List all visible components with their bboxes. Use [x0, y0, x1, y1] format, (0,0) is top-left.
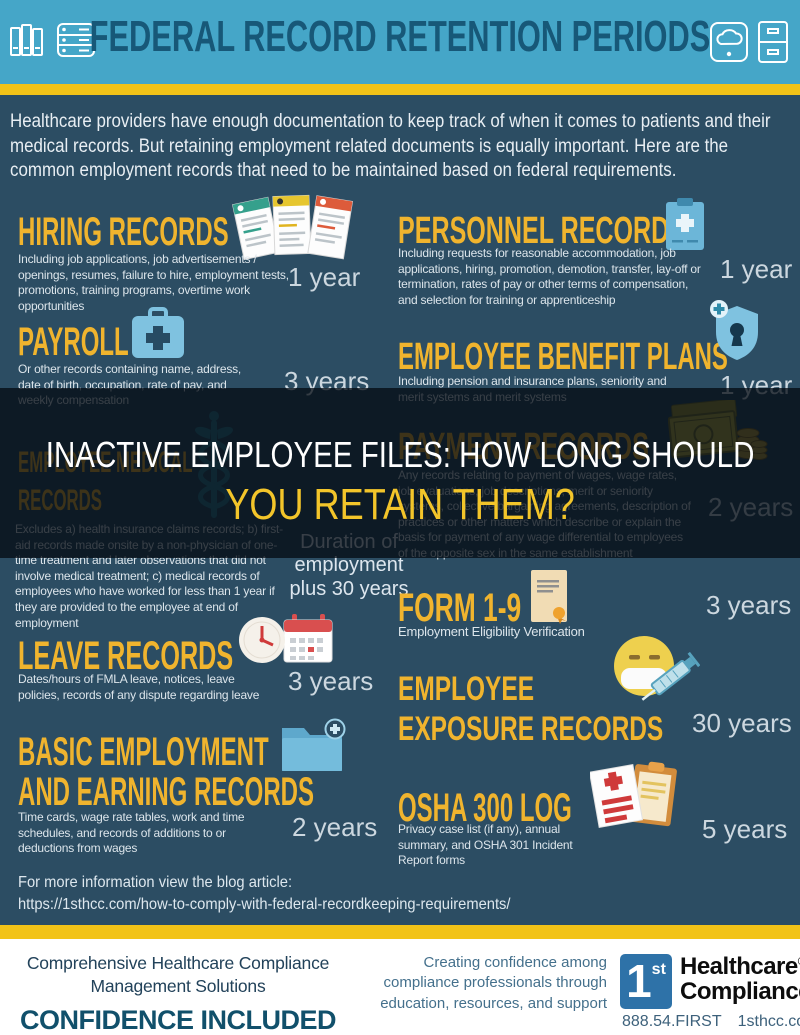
hiring-records-period: 1 year — [288, 262, 361, 292]
brand-name: Healthcare® Compliance — [680, 954, 800, 1004]
books-icon — [10, 24, 43, 56]
incident-report-icon — [590, 761, 677, 828]
file-cabinet-icon — [758, 21, 788, 63]
blog-note-intro: For more information view the blog artic… — [18, 874, 293, 891]
clock-calendar-icon — [239, 614, 333, 663]
footer-solutions-line2: Management Solutions — [90, 975, 266, 996]
benefit-plans-title: EMPLOYEE BENEFIT PLANS — [398, 336, 728, 378]
personnel-records-title: PERSONNEL RECORDS — [398, 210, 687, 252]
medical-bag-icon — [132, 307, 184, 358]
logo-ordinal: st — [651, 961, 666, 978]
phone-number: 888.54.FIRST — [622, 1013, 722, 1030]
blog-note: For more information view the blog artic… — [18, 872, 662, 917]
server-icon — [57, 23, 95, 57]
hiring-records-title: HIRING RECORDS — [18, 210, 229, 254]
footer-contact: 888.54.FIRST 1sthcc.com — [622, 1013, 800, 1031]
banner-line1: INACTIVE EMPLOYEE FILES: HOW LONG SHOULD — [45, 434, 755, 475]
leave-records-title: LEAVE RECORDS — [18, 634, 234, 678]
form-19-description: Employment Eligibility Verification — [398, 624, 585, 639]
clipboard-cross-icon — [666, 198, 704, 250]
personnel-records-period: 1 year — [720, 254, 793, 284]
form-19-title: FORM 1-9 — [398, 586, 522, 630]
form-19-period: 3 years — [706, 590, 792, 620]
intro-paragraph: Healthcare providers have enough documen… — [10, 111, 771, 182]
logo-number: 1 — [626, 955, 652, 1007]
exposure-records-period: 30 years — [692, 708, 792, 738]
personnel-records-description: Including requests for reasonable accomm… — [398, 246, 701, 307]
bottom-divider-stripe — [0, 925, 800, 939]
title-banner-overlay: INACTIVE EMPLOYEE FILES: HOW LONG SHOULD… — [0, 388, 800, 558]
exposure-records-title-line1: EMPLOYEE — [398, 670, 535, 708]
footer-left-block: Comprehensive Healthcare Compliance Mana… — [10, 952, 346, 1035]
footer-solutions-line1: Comprehensive Healthcare Compliance — [26, 953, 330, 973]
osha-log-description: Privacy case list (if any), annual summa… — [398, 822, 573, 868]
shield-keyhole-icon — [710, 300, 758, 360]
page-title: FEDERAL RECORD RETENTION PERIODS — [89, 12, 711, 61]
basic-employment-period: 2 years — [292, 812, 378, 842]
footer-tagline: CONFIDENCE INCLUDED — [19, 1004, 337, 1035]
header: FEDERAL RECORD RETENTION PERIODS — [0, 0, 800, 84]
blog-url: https://1sthcc.com/how-to-comply-with-fe… — [18, 896, 511, 914]
basic-employment-title-line2: AND EARNING RECORDS — [18, 770, 315, 814]
exposure-records-title-line2: EXPOSURE RECORDS — [398, 710, 664, 748]
brand-line2: Compliance — [680, 978, 800, 1006]
banner-line2: YOU RETAIN THEM? — [225, 480, 575, 529]
footer-mission: Creating confidence among compliance pro… — [380, 954, 607, 1012]
footer: Comprehensive Healthcare Compliance Mana… — [0, 939, 800, 1035]
header-left-icons — [8, 20, 97, 60]
basic-employment-description: Time cards, wage rate tables, work and t… — [18, 810, 245, 856]
basic-employment-title-line1: BASIC EMPLOYMENT — [18, 730, 269, 774]
mask-syringe-icon — [614, 636, 700, 701]
top-divider-stripe — [0, 84, 800, 95]
osha-log-period: 5 years — [702, 814, 788, 844]
folder-plus-icon — [282, 718, 346, 771]
resume-documents-icon — [232, 194, 354, 261]
osha-log-title: OSHA 300 LOG — [398, 786, 572, 830]
leave-records-period: 3 years — [288, 666, 374, 696]
website: 1sthcc.com — [737, 1013, 800, 1030]
certificate-icon — [531, 570, 567, 624]
hiring-records-description: Including job applications, job advertis… — [18, 252, 289, 313]
cloud-storage-icon — [710, 22, 748, 62]
header-right-icons — [709, 20, 790, 64]
leave-records-description: Dates/hours of FMLA leave, notices, leav… — [18, 672, 260, 702]
brand-line1: Healthcare — [680, 953, 798, 980]
registered-mark: ® — [798, 956, 800, 968]
brand-logo-icon: 1 st — [620, 954, 672, 1009]
payroll-title: PAYROLL — [18, 320, 129, 364]
